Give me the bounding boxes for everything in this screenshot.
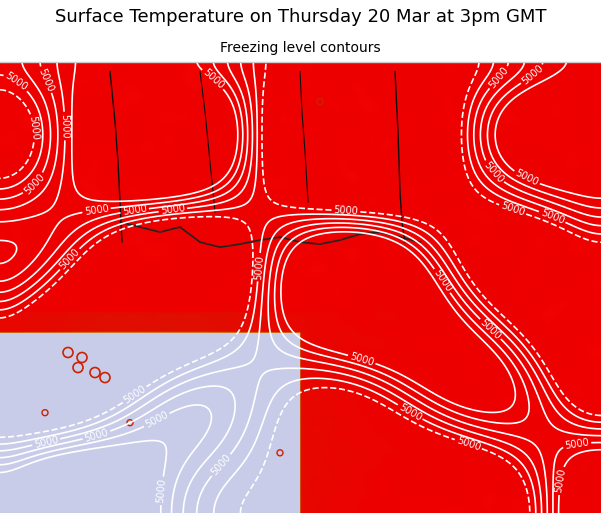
Text: 5000: 5000	[564, 437, 590, 450]
Text: 5000: 5000	[432, 268, 453, 294]
Text: 5000: 5000	[209, 452, 233, 478]
Text: 5000: 5000	[33, 435, 59, 449]
Text: 5000: 5000	[144, 410, 170, 430]
Text: 5000: 5000	[397, 402, 423, 423]
Text: 5000: 5000	[122, 204, 148, 218]
Text: 5000: 5000	[84, 203, 109, 217]
Text: 5000: 5000	[22, 172, 46, 196]
Text: 5000: 5000	[554, 468, 567, 494]
Text: 5000: 5000	[28, 115, 40, 141]
Text: 5000: 5000	[539, 207, 566, 226]
Text: 5000: 5000	[253, 254, 265, 280]
Text: 5000: 5000	[156, 478, 168, 504]
Text: 5000: 5000	[487, 65, 511, 90]
Text: 5000: 5000	[58, 247, 82, 271]
Text: 5000: 5000	[478, 317, 503, 341]
Text: 5000: 5000	[499, 201, 526, 219]
Text: 5000: 5000	[3, 71, 29, 93]
Text: 5000: 5000	[455, 436, 481, 453]
Text: 5000: 5000	[201, 67, 225, 91]
Text: 5000: 5000	[481, 160, 505, 185]
Text: 5000: 5000	[333, 205, 358, 216]
Text: 5000: 5000	[84, 427, 110, 444]
Text: Surface Temperature on Thursday 20 Mar at 3pm GMT: Surface Temperature on Thursday 20 Mar a…	[55, 8, 546, 26]
Text: 5000: 5000	[121, 384, 148, 406]
Text: Freezing level contours: Freezing level contours	[220, 41, 381, 55]
Text: 5000: 5000	[37, 66, 55, 93]
Text: 5000: 5000	[160, 204, 186, 216]
Text: 5000: 5000	[59, 113, 70, 139]
Text: 5000: 5000	[513, 168, 540, 188]
Text: 5000: 5000	[520, 63, 545, 87]
Text: 5000: 5000	[349, 351, 375, 368]
